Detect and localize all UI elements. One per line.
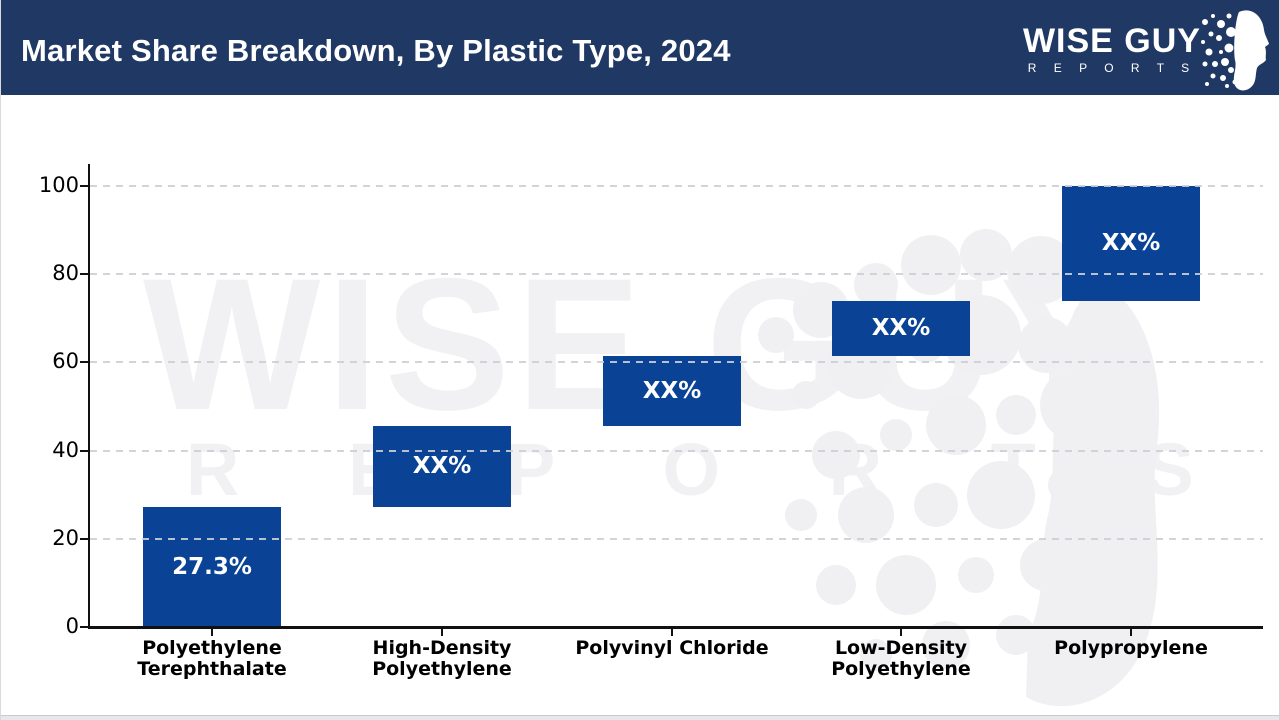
bar: XX% [603, 355, 741, 427]
bar-value-label: XX% [412, 453, 472, 480]
y-tick-mark [80, 537, 88, 540]
x-tick-mark [1130, 629, 1132, 636]
y-tick-label: 20 [52, 525, 79, 550]
header-bar: Market Share Breakdown, By Plastic Type,… [1, 0, 1279, 95]
x-category-label: High-Density Polyethylene [372, 637, 512, 680]
x-tick-mark [900, 629, 902, 636]
logo-wiseguy-label: WISE GUY [1022, 22, 1201, 60]
bar: XX% [373, 426, 511, 507]
x-tick-mark [211, 629, 213, 636]
y-axis-line [88, 164, 90, 629]
gridline [90, 537, 1263, 540]
bar: XX% [832, 300, 970, 356]
y-tick-label: 60 [52, 349, 79, 374]
gridline [90, 361, 1263, 364]
x-category-label: Polyethylene Terephthalate [137, 637, 287, 680]
y-tick-mark [80, 273, 88, 276]
y-tick-label: 0 [65, 614, 79, 638]
y-tick-mark [80, 626, 88, 628]
x-category-label: Polypropylene [1054, 637, 1208, 659]
x-category-label: Polyvinyl Chloride [575, 637, 769, 659]
y-tick-mark [80, 361, 88, 364]
bar-value-label: 27.3% [172, 553, 252, 580]
bar: XX% [1062, 186, 1200, 301]
y-tick-label: 40 [52, 437, 79, 462]
bar-value-label: XX% [1101, 230, 1161, 257]
y-tick-mark [80, 185, 88, 187]
gridline [90, 185, 1263, 187]
page-title: Market Share Breakdown, By Plastic Type,… [21, 33, 731, 68]
logo-dotted-face-icon [1201, 10, 1269, 91]
x-tick-mark [441, 629, 443, 636]
logo-reports-label: R E P O R T S [1027, 61, 1197, 75]
footer-strip [1, 715, 1279, 720]
y-tick-mark [80, 449, 88, 452]
bar-value-label: XX% [871, 315, 931, 342]
bar-value-label: XX% [642, 378, 702, 405]
logo-text: WISE GUY R E P O R T S [1023, 24, 1201, 76]
bar: 27.3% [143, 506, 281, 627]
gridline [90, 449, 1263, 452]
gridline [90, 273, 1263, 276]
wise-guy-reports-logo: WISE GUY R E P O R T S [1019, 6, 1269, 91]
x-tick-mark [671, 629, 673, 636]
y-tick-label: 100 [38, 173, 79, 197]
y-tick-label: 80 [52, 261, 79, 286]
x-axis-line [88, 626, 1263, 629]
x-category-label: Low-Density Polyethylene [831, 637, 971, 680]
